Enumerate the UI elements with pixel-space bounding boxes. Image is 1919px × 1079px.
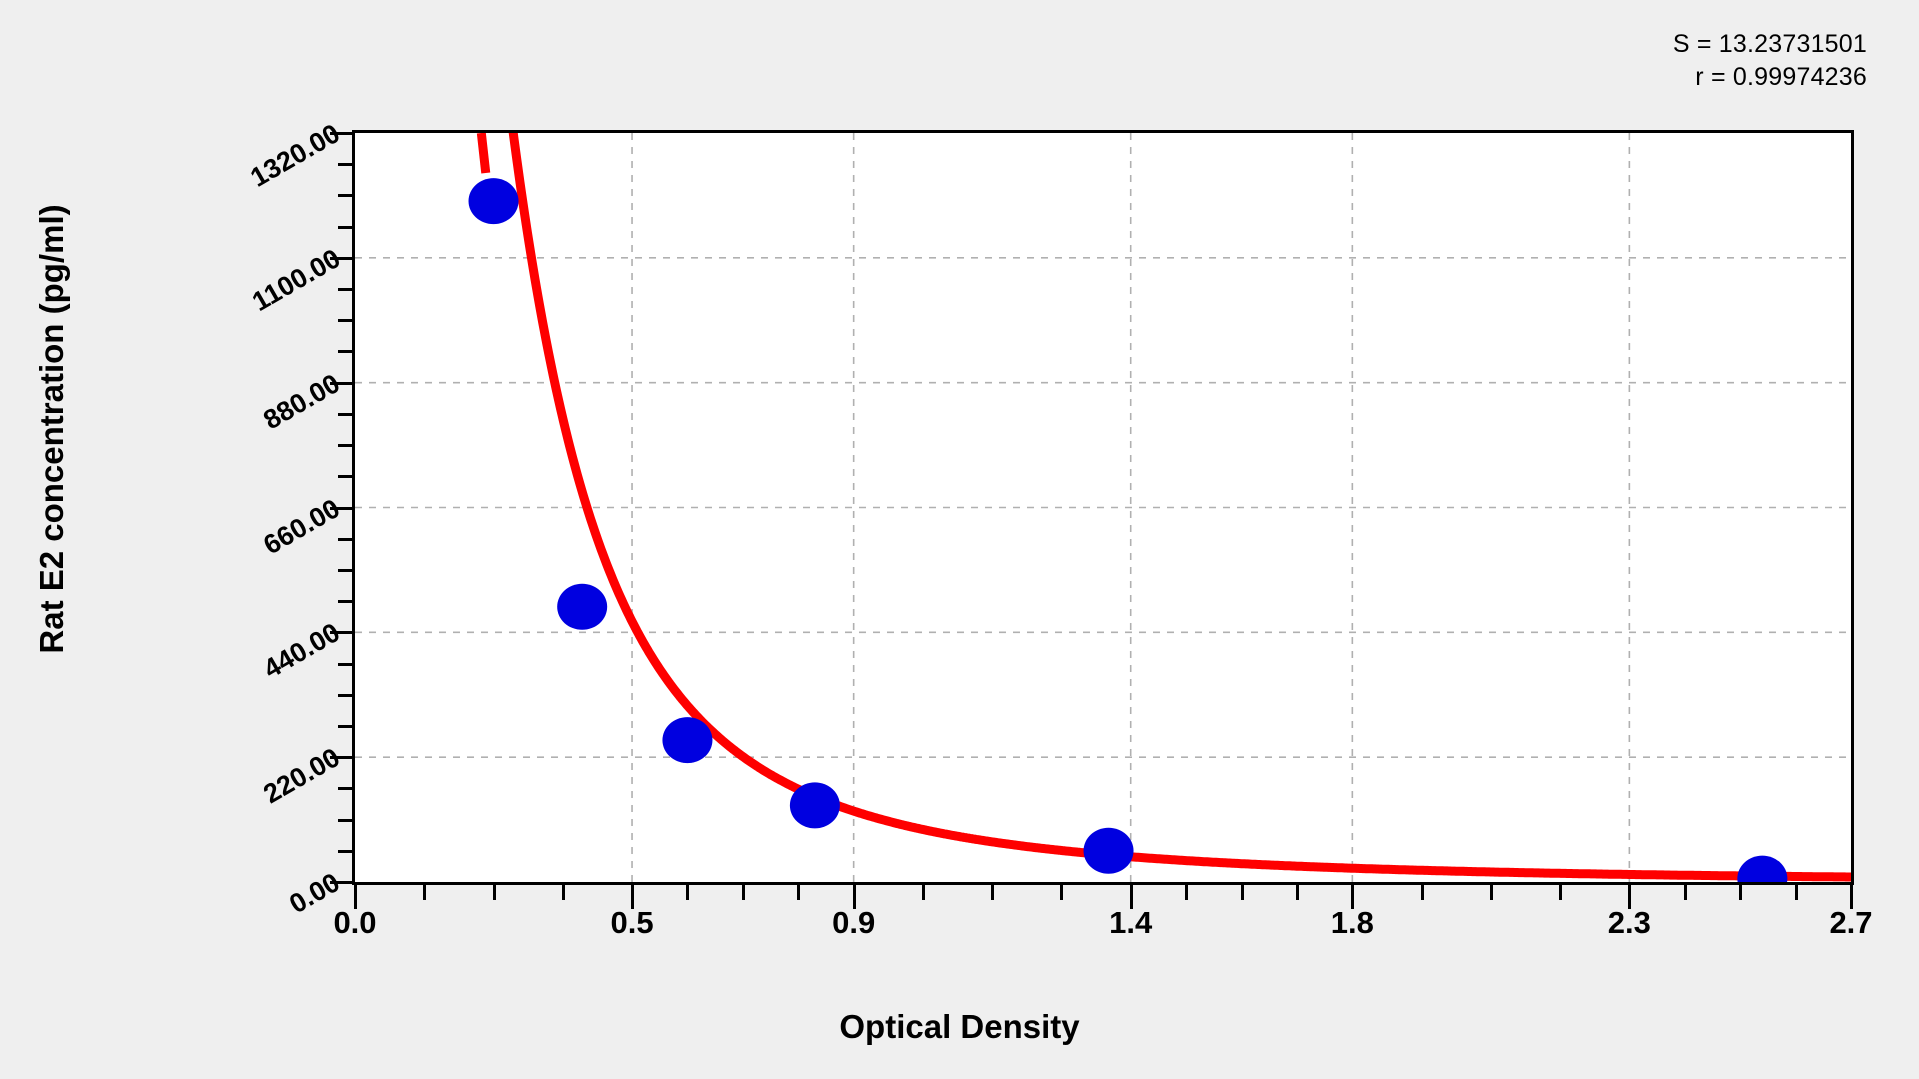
y-axis-minor-tick: [338, 475, 352, 479]
x-axis-tick-label: 2.3: [1607, 905, 1651, 940]
y-axis-minor-tick: [338, 194, 352, 198]
y-axis-tick: [330, 881, 352, 884]
x-axis-tick: [631, 885, 635, 909]
y-axis-minor-tick: [338, 350, 352, 354]
y-axis-minor-tick: [338, 225, 352, 229]
y-axis-minor-tick: [338, 849, 352, 853]
data-point-marker: [662, 717, 713, 764]
x-axis-minor-tick: [921, 885, 925, 900]
y-axis-tick: [330, 256, 352, 260]
y-axis-minor-tick: [338, 818, 352, 822]
x-axis-tick-label: 0.9: [832, 905, 876, 940]
data-point-marker: [1083, 827, 1134, 874]
y-axis-tick: [330, 506, 352, 510]
x-axis-tick-label: 0.5: [610, 905, 654, 940]
y-axis-minor-tick: [338, 600, 352, 604]
x-axis-minor-tick: [1185, 885, 1189, 900]
y-axis-tick: [330, 132, 352, 135]
x-axis-minor-tick: [1420, 885, 1424, 900]
y-axis-tick-label: 440.00: [258, 617, 346, 685]
x-axis-tick: [1850, 885, 1853, 909]
x-axis-minor-tick: [1683, 885, 1687, 900]
x-axis-tick: [852, 885, 856, 909]
gridlines: [355, 133, 1851, 882]
y-axis-minor-tick: [338, 319, 352, 323]
x-axis-minor-tick: [1739, 885, 1743, 900]
x-axis-minor-tick: [561, 885, 565, 900]
x-axis-title: Optical Density: [839, 1008, 1080, 1045]
y-axis-tick-label: 220.00: [258, 742, 346, 810]
y-axis-tick: [330, 631, 352, 635]
y-axis-tick: [330, 756, 352, 760]
x-axis-minor-tick: [1240, 885, 1244, 900]
x-axis-tick-label: 1.4: [1109, 905, 1153, 940]
x-axis-minor-tick: [1060, 885, 1064, 900]
data-point-marker: [789, 782, 840, 829]
x-axis-tick-label: 0.0: [333, 905, 377, 940]
x-axis-minor-tick: [797, 885, 801, 900]
stat-r-value: r = 0.99974236: [1695, 63, 1867, 91]
x-axis-minor-tick: [1489, 885, 1493, 900]
regression-curve: [508, 133, 1851, 882]
y-axis-minor-tick: [338, 444, 352, 448]
y-axis-minor-tick: [338, 163, 352, 167]
x-axis-minor-tick: [1559, 885, 1563, 900]
fit-curve: [476, 133, 1851, 882]
x-axis-minor-tick: [741, 885, 745, 900]
data-points: [468, 178, 1788, 882]
x-axis-minor-tick: [1794, 885, 1798, 900]
x-axis-minor-tick: [492, 885, 496, 900]
x-axis-tick-label: 2.7: [1829, 905, 1873, 940]
statistics-annotation: S = 13.23731501 r = 0.99974236: [1673, 28, 1867, 94]
y-axis-minor-tick: [338, 568, 352, 572]
x-axis-tick-label: 1.8: [1330, 905, 1374, 940]
y-axis-minor-tick: [338, 412, 352, 416]
y-axis-tick: [330, 381, 352, 385]
y-axis-tick-label: 660.00: [258, 492, 346, 560]
y-axis-minor-tick: [338, 787, 352, 791]
x-axis-tick: [1351, 885, 1355, 909]
x-axis-minor-tick: [991, 885, 995, 900]
data-point-marker: [557, 583, 608, 630]
y-axis-minor-tick: [338, 724, 352, 728]
x-axis-tick: [1129, 885, 1133, 909]
x-axis-tick: [1628, 885, 1632, 909]
data-point-marker: [1737, 855, 1788, 882]
x-axis-tick: [354, 885, 357, 909]
stat-s-value: S = 13.23731501: [1672, 30, 1867, 58]
data-point-marker: [468, 178, 519, 225]
x-axis-minor-tick: [686, 885, 690, 900]
y-axis-tick-label: 880.00: [258, 367, 346, 436]
y-axis-minor-tick: [338, 288, 352, 292]
y-axis-tick-label: 1100.00: [247, 242, 346, 317]
y-axis-title: Rat E2 concentration (pg/ml): [33, 204, 70, 654]
y-axis-minor-tick: [338, 662, 352, 666]
y-axis-minor-tick: [338, 537, 352, 541]
plot-area: [352, 130, 1854, 885]
x-axis-minor-tick: [1295, 885, 1299, 900]
y-axis-tick-label: 1320.00: [245, 118, 346, 193]
y-axis-minor-tick: [338, 693, 352, 697]
x-axis-minor-tick: [423, 885, 427, 900]
